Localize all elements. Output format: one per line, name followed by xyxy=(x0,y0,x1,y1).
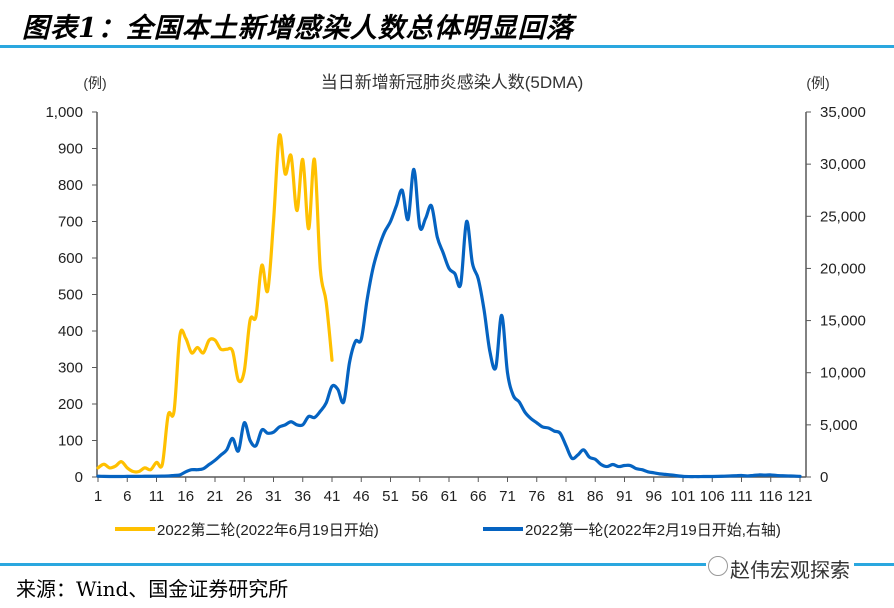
x-tick-label: 46 xyxy=(353,488,370,505)
chart-title: 当日新增新冠肺炎感染人数(5DMA) xyxy=(321,73,584,92)
x-tick-label: 26 xyxy=(236,488,253,505)
right-axis: 0 5,000 10,000 15,000 20,000 25,000 30,000 35,0… xyxy=(805,104,866,486)
x-tick-label: 61 xyxy=(441,488,458,505)
right-tick-label: 0 xyxy=(820,469,828,486)
chart: 当日新增新冠肺炎感染人数(5DMA) (例) (例) 0 100 200 300 400… xyxy=(45,73,866,539)
right-axis-unit: (例) xyxy=(806,75,829,91)
watermark-text: 赵伟宏观探索 xyxy=(730,560,850,582)
left-axis: 0 100 200 300 400 500 600 700 800 900 1,000 xyxy=(45,104,98,486)
x-tick-label: 41 xyxy=(324,488,341,505)
x-tick-label: 116 xyxy=(759,488,783,505)
x-tick-label: 1 xyxy=(94,488,102,505)
left-tick-label: 900 xyxy=(58,141,83,158)
left-tick-label: 100 xyxy=(58,433,83,450)
legend-label-round2: 2022第二轮(2022年6月19日开始) xyxy=(157,521,379,539)
figure-title: 图表1：全国本土新增感染人数总体明显回落 xyxy=(22,13,574,44)
right-tick-label: 10,000 xyxy=(820,365,866,382)
title-divider xyxy=(0,45,894,48)
legend-label-round1: 2022第一轮(2022年2月19日开始,右轴) xyxy=(525,521,781,539)
left-tick-label: 800 xyxy=(58,177,83,194)
right-tick-label: 35,000 xyxy=(820,104,866,121)
left-tick-label: 300 xyxy=(58,360,83,377)
x-tick-label: 96 xyxy=(645,488,662,505)
x-tick-label: 106 xyxy=(700,488,725,505)
x-tick-label: 11 xyxy=(149,488,165,505)
wechat-icon xyxy=(708,556,728,576)
series-layer xyxy=(96,133,802,479)
left-tick-label: 200 xyxy=(58,396,83,413)
right-tick-label: 15,000 xyxy=(820,313,866,330)
right-tick-label: 30,000 xyxy=(820,156,866,173)
x-tick-label: 51 xyxy=(382,488,399,505)
left-tick-label: 600 xyxy=(58,250,83,267)
right-tick-label: 20,000 xyxy=(820,260,866,277)
x-tick-label: 36 xyxy=(294,488,311,505)
series-round2-line xyxy=(96,133,334,474)
left-tick-label: 0 xyxy=(75,469,83,486)
left-tick-label: 400 xyxy=(58,323,83,340)
left-axis-unit: (例) xyxy=(83,75,106,91)
watermark: 赵伟宏观探索 xyxy=(706,554,854,583)
x-tick-label: 111 xyxy=(730,488,753,505)
x-tick-label: 71 xyxy=(499,488,516,505)
legend: 2022第二轮(2022年6月19日开始) 2022第一轮(2022年2月19日… xyxy=(115,521,781,539)
left-tick-label: 1,000 xyxy=(45,104,83,121)
right-tick-label: 5,000 xyxy=(820,417,858,434)
x-axis: 1 6 11 16 21 26 31 36 41 46 51 56 61 66 71 76 81 86 91 96 10… xyxy=(94,476,813,505)
right-tick-label: 25,000 xyxy=(820,208,866,225)
x-tick-label: 6 xyxy=(123,488,131,505)
x-tick-label: 101 xyxy=(670,488,695,505)
x-tick-label: 91 xyxy=(616,488,633,505)
x-tick-label: 21 xyxy=(207,488,224,505)
x-tick-label: 56 xyxy=(411,488,428,505)
x-tick-label: 121 xyxy=(787,488,812,505)
footer-divider xyxy=(0,563,894,566)
x-tick-label: 16 xyxy=(177,488,194,505)
x-tick-label: 76 xyxy=(528,488,545,505)
x-tick-label: 66 xyxy=(470,488,487,505)
source-note: 来源：Wind、国金证券研究所 xyxy=(16,577,289,601)
x-tick-label: 86 xyxy=(587,488,604,505)
left-tick-label: 700 xyxy=(58,214,83,231)
left-tick-label: 500 xyxy=(58,287,83,304)
x-tick-label: 31 xyxy=(265,488,282,505)
x-tick-label: 81 xyxy=(558,488,575,505)
series-round1-line xyxy=(96,167,802,479)
